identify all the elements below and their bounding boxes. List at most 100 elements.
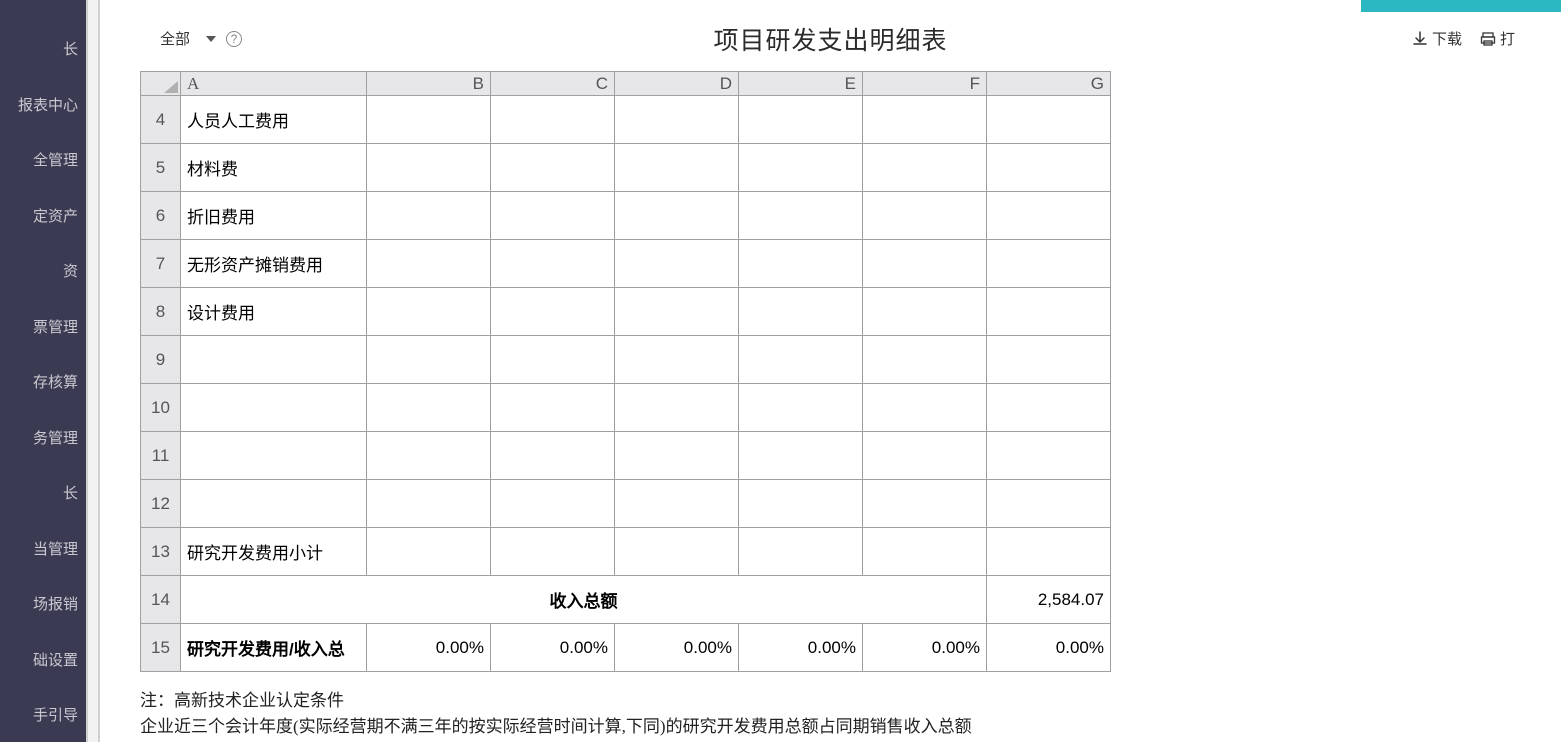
row-header[interactable]: 4	[141, 96, 181, 144]
col-header-E[interactable]: E	[739, 72, 863, 96]
cell[interactable]	[615, 96, 739, 144]
row-header[interactable]: 6	[141, 192, 181, 240]
row-header[interactable]: 8	[141, 288, 181, 336]
cell[interactable]: 0.00%	[739, 624, 863, 672]
cell[interactable]	[367, 432, 491, 480]
cell[interactable]	[367, 288, 491, 336]
cell[interactable]	[739, 192, 863, 240]
row-header[interactable]: 11	[141, 432, 181, 480]
filter-dropdown[interactable]: 全部 ?	[160, 28, 242, 49]
cell[interactable]: 0.00%	[615, 624, 739, 672]
cell[interactable]	[987, 192, 1111, 240]
row-header[interactable]: 5	[141, 144, 181, 192]
sidebar-item[interactable]: 长	[0, 20, 86, 76]
cell[interactable]: 人员人工费用	[181, 96, 367, 144]
cell[interactable]: 0.00%	[491, 624, 615, 672]
cell[interactable]: 设计费用	[181, 288, 367, 336]
cell[interactable]	[739, 288, 863, 336]
cell[interactable]	[367, 144, 491, 192]
cell[interactable]	[615, 192, 739, 240]
cell[interactable]: 0.00%	[987, 624, 1111, 672]
cell[interactable]	[987, 384, 1111, 432]
cell[interactable]	[739, 384, 863, 432]
col-header-G[interactable]: G	[987, 72, 1111, 96]
col-header-B[interactable]: B	[367, 72, 491, 96]
cell[interactable]	[491, 240, 615, 288]
sidebar-item[interactable]: 长	[0, 464, 86, 520]
cell[interactable]	[615, 240, 739, 288]
cell[interactable]	[615, 432, 739, 480]
cell[interactable]	[367, 384, 491, 432]
cell[interactable]	[739, 240, 863, 288]
row-header[interactable]: 15	[141, 624, 181, 672]
cell[interactable]	[615, 480, 739, 528]
cell[interactable]	[987, 96, 1111, 144]
cell[interactable]	[863, 240, 987, 288]
cell[interactable]	[367, 192, 491, 240]
cell[interactable]	[181, 480, 367, 528]
cell[interactable]	[615, 528, 739, 576]
sidebar-item[interactable]: 务管理	[0, 409, 86, 465]
cell[interactable]	[863, 432, 987, 480]
cell[interactable]	[739, 432, 863, 480]
cell[interactable]	[863, 288, 987, 336]
cell[interactable]	[863, 96, 987, 144]
row-header[interactable]: 9	[141, 336, 181, 384]
sidebar-item[interactable]: 资	[0, 242, 86, 298]
cell[interactable]	[491, 432, 615, 480]
cell[interactable]	[615, 144, 739, 192]
cell[interactable]	[863, 336, 987, 384]
cell[interactable]	[491, 144, 615, 192]
cell[interactable]	[987, 528, 1111, 576]
cell[interactable]	[987, 240, 1111, 288]
sidebar-item[interactable]: 存核算	[0, 353, 86, 409]
cell[interactable]: 2,584.07	[987, 576, 1111, 624]
cell[interactable]	[491, 480, 615, 528]
cell[interactable]: 无形资产摊销费用	[181, 240, 367, 288]
cell-merged[interactable]: 收入总额	[181, 576, 987, 624]
cell[interactable]	[367, 336, 491, 384]
cell[interactable]	[615, 288, 739, 336]
cell[interactable]	[491, 384, 615, 432]
help-icon[interactable]: ?	[226, 31, 242, 47]
cell[interactable]	[739, 528, 863, 576]
cell[interactable]	[987, 480, 1111, 528]
cell[interactable]	[367, 240, 491, 288]
cell[interactable]	[739, 336, 863, 384]
cell[interactable]	[367, 96, 491, 144]
sidebar-item[interactable]: 场报销	[0, 575, 86, 631]
col-header-A[interactable]: A	[181, 72, 367, 96]
cell[interactable]	[181, 336, 367, 384]
row-header[interactable]: 7	[141, 240, 181, 288]
cell[interactable]	[863, 384, 987, 432]
sidebar-item[interactable]: 础设置	[0, 631, 86, 687]
cell[interactable]	[367, 528, 491, 576]
select-all-corner[interactable]	[141, 72, 181, 96]
cell[interactable]	[491, 96, 615, 144]
cell[interactable]	[181, 432, 367, 480]
row-header[interactable]: 12	[141, 480, 181, 528]
cell[interactable]: 折旧费用	[181, 192, 367, 240]
cell[interactable]	[739, 96, 863, 144]
download-button[interactable]: 下载	[1412, 28, 1462, 49]
cell[interactable]	[615, 336, 739, 384]
cell[interactable]: 研究开发费用/收入总	[181, 624, 367, 672]
cell[interactable]	[181, 384, 367, 432]
col-header-F[interactable]: F	[863, 72, 987, 96]
sidebar-item[interactable]: 当管理	[0, 520, 86, 576]
cell[interactable]	[863, 144, 987, 192]
cell[interactable]	[863, 480, 987, 528]
cell[interactable]	[491, 288, 615, 336]
cell[interactable]	[739, 144, 863, 192]
col-header-C[interactable]: C	[491, 72, 615, 96]
cell[interactable]: 材料费	[181, 144, 367, 192]
cell[interactable]	[615, 384, 739, 432]
row-header[interactable]: 13	[141, 528, 181, 576]
cell[interactable]	[987, 144, 1111, 192]
cell[interactable]	[987, 336, 1111, 384]
print-button[interactable]: 打	[1480, 28, 1515, 49]
cell[interactable]	[863, 528, 987, 576]
cell[interactable]: 研究开发费用小计	[181, 528, 367, 576]
sidebar-item[interactable]: 手引导	[0, 686, 86, 742]
cell[interactable]: 0.00%	[367, 624, 491, 672]
